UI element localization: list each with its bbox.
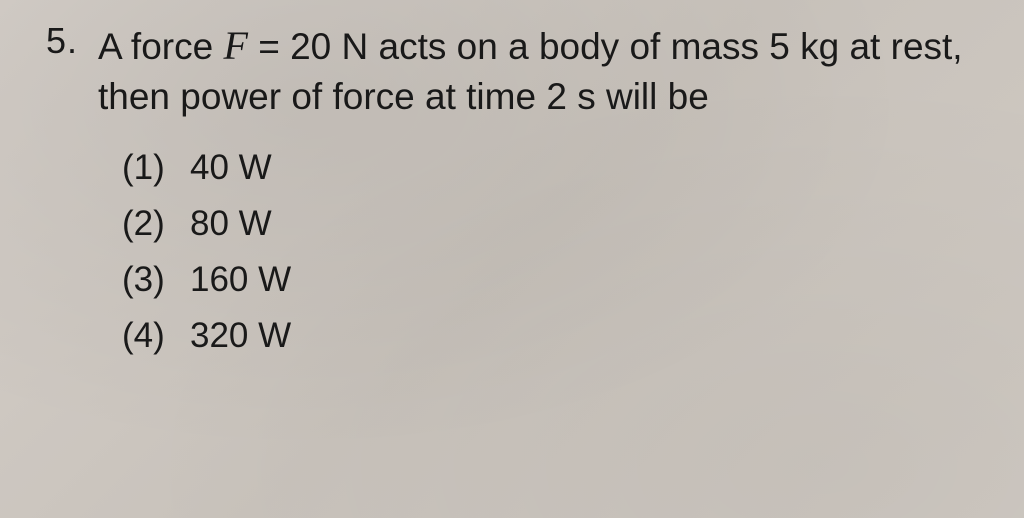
option-marker: (1) (122, 140, 178, 196)
option-marker: (3) (122, 252, 178, 308)
option-marker: (4) (122, 308, 178, 364)
question-text: A force F = 20 N acts on a body of mass … (98, 20, 984, 122)
option-text: 320 W (190, 308, 291, 364)
question-number: 5. (30, 20, 78, 62)
option-text: 160 W (190, 252, 291, 308)
option-2: (2) 80 W (122, 196, 984, 252)
question-row: 5. A force F = 20 N acts on a body of ma… (30, 20, 984, 122)
question-prefix: A force (98, 26, 213, 67)
option-4: (4) 320 W (122, 308, 984, 364)
option-1: (1) 40 W (122, 140, 984, 196)
options-list: (1) 40 W (2) 80 W (3) 160 W (4) 320 W (122, 140, 984, 364)
force-symbol: F (223, 23, 247, 68)
option-3: (3) 160 W (122, 252, 984, 308)
option-text: 40 W (190, 140, 272, 196)
option-text: 80 W (190, 196, 272, 252)
option-marker: (2) (122, 196, 178, 252)
